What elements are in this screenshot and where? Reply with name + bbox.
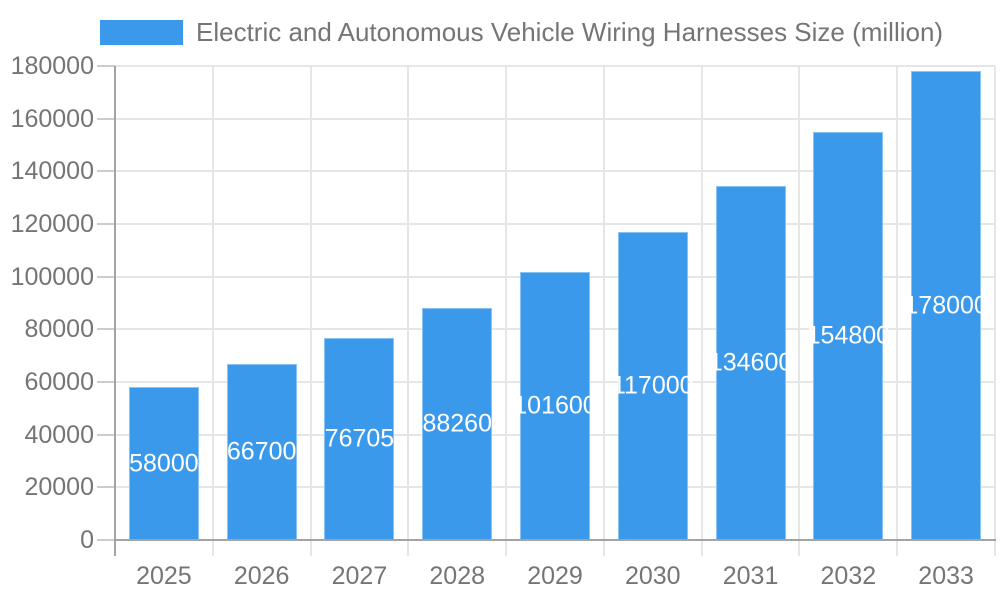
- y-axis-tick: [97, 539, 115, 541]
- bar-2033[interactable]: 178000: [904, 71, 988, 540]
- x-axis-line: [114, 539, 996, 541]
- y-tick-label: 0: [80, 526, 94, 554]
- y-axis-tick: [97, 65, 115, 67]
- legend-item[interactable]: Electric and Autonomous Vehicle Wiring H…: [100, 17, 944, 47]
- gridline-vertical: [798, 66, 801, 556]
- y-tick-label: 40000: [24, 420, 94, 449]
- bar-value-label: 88260: [422, 409, 492, 438]
- x-tick-label: 2030: [624, 562, 681, 590]
- gridline-vertical: [700, 66, 703, 556]
- x-tick-label: 2032: [820, 562, 877, 590]
- bar-2029[interactable]: 101600: [513, 272, 597, 540]
- legend-label: Electric and Autonomous Vehicle Wiring H…: [196, 17, 944, 47]
- x-tick-label: 2025: [136, 562, 192, 590]
- x-tick-label: 2029: [527, 562, 583, 590]
- bar-value-label: 66700: [226, 437, 297, 466]
- x-tick-label: 2033: [918, 562, 974, 590]
- y-axis-tick: [97, 381, 115, 383]
- x-tick-label: 2027: [331, 562, 388, 590]
- bar-2031[interactable]: 134600: [709, 185, 792, 540]
- y-axis-tick: [97, 117, 115, 120]
- y-tick-label: 100000: [10, 262, 94, 291]
- gridline-vertical: [602, 66, 605, 556]
- bar-2032[interactable]: 154800: [807, 132, 890, 540]
- y-tick-label: 20000: [24, 473, 94, 502]
- y-axis-tick: [97, 170, 115, 173]
- y-axis-tick: [97, 486, 115, 489]
- bar-value-label: 58000: [129, 449, 199, 478]
- gridline-horizontal: [115, 223, 995, 225]
- y-tick-label: 120000: [10, 210, 94, 238]
- bar-2030[interactable]: 117000: [612, 231, 694, 540]
- plot-area: 0 20000 40000 60000 80000 100000 120000 140000 1…: [11, 52, 996, 589]
- gridline-vertical: [407, 66, 410, 556]
- gridline-vertical: [896, 66, 899, 556]
- x-tick-label: 2031: [722, 562, 779, 590]
- y-tick-label: 180000: [10, 52, 94, 80]
- bar-2026[interactable]: 66700: [226, 364, 297, 540]
- bar-2025[interactable]: 58000: [128, 387, 199, 540]
- gridline-horizontal: [115, 170, 995, 173]
- bar-value-label: 154800: [806, 321, 891, 350]
- gridline-horizontal: [115, 65, 995, 67]
- bar-2028[interactable]: 88260: [422, 307, 493, 540]
- gridline-vertical: [505, 66, 508, 556]
- y-axis-tick: [97, 275, 115, 278]
- y-tick-label: 80000: [24, 315, 94, 344]
- gridline-vertical: [211, 66, 214, 556]
- y-axis-line: [114, 66, 116, 556]
- bar-value-label: 76705: [324, 424, 395, 453]
- y-tick-label: 140000: [10, 157, 94, 186]
- gridline-vertical: [309, 66, 312, 556]
- gridline-vertical: [994, 66, 996, 556]
- y-tick-label: 160000: [10, 104, 94, 133]
- bar-value-label: 101600: [513, 391, 597, 420]
- gridline-horizontal: [115, 117, 995, 120]
- x-tick-label: 2026: [233, 562, 290, 590]
- bar-2027[interactable]: 76705: [324, 338, 395, 540]
- x-tick-label: 2028: [429, 562, 486, 590]
- y-tick-label: 60000: [24, 368, 94, 396]
- bar-value-label: 134600: [708, 348, 793, 377]
- y-axis-tick: [97, 433, 115, 436]
- bar-value-label: 117000: [611, 371, 694, 400]
- bar-value-label: 178000: [904, 291, 988, 320]
- y-axis-tick: [97, 223, 115, 225]
- legend-swatch: [100, 20, 183, 45]
- y-axis-tick: [97, 328, 115, 331]
